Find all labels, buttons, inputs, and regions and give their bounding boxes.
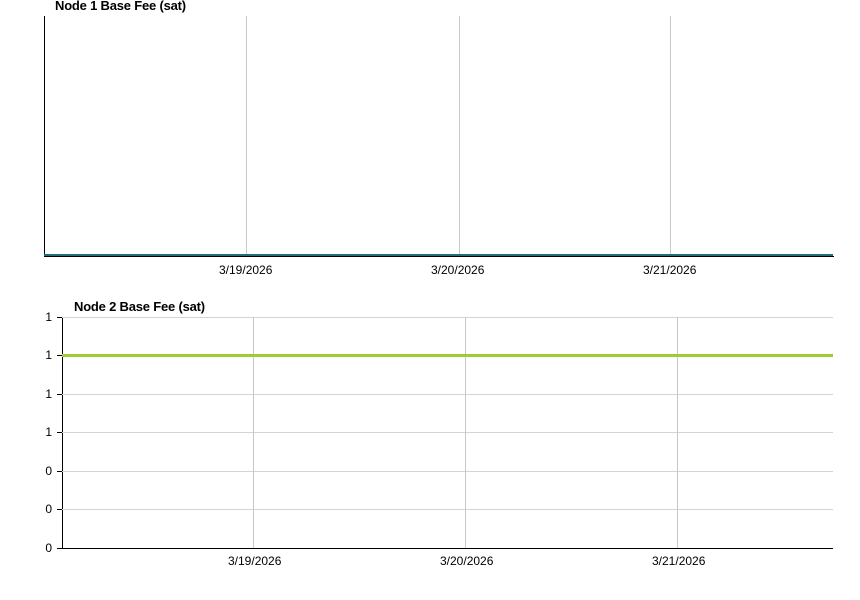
chart-1-series-line	[44, 254, 833, 256]
chart-1-plot-area	[44, 16, 833, 256]
chart-2-ytick-label-2: 1	[45, 387, 52, 401]
chart-node-1-base-fee: Node 1 Base Fee (sat) 3/19/2026 3/20/202…	[0, 0, 860, 290]
chart-2-ytick-label-4: 0	[45, 464, 52, 478]
chart-2-ytick-mark-0	[57, 317, 62, 318]
chart-1-xtick-label-1: 3/20/2026	[431, 263, 485, 277]
chart-2-xtick-label-0: 3/19/2026	[228, 554, 282, 568]
chart-2-xtick-label-1: 3/20/2026	[440, 554, 494, 568]
chart-2-hgridline-3	[62, 432, 833, 433]
chart-1-gridline-1	[246, 16, 247, 256]
chart-2-title: Node 2 Base Fee (sat)	[74, 299, 205, 314]
chart-2-series-line	[62, 354, 833, 357]
chart-1-xtick-label-0: 3/19/2026	[219, 263, 273, 277]
chart-2-gridline-2	[465, 317, 466, 548]
chart-1-gridline-2	[459, 16, 460, 256]
chart-2-hgridline-5	[62, 509, 833, 510]
chart-2-ytick-label-5: 0	[45, 502, 52, 516]
chart-2-ytick-mark-3	[57, 432, 62, 433]
chart-2-hgridline-0	[62, 317, 833, 318]
chart-2-ytick-mark-5	[57, 509, 62, 510]
chart-2-ytick-mark-1	[57, 355, 62, 356]
chart-2-hgridline-4	[62, 471, 833, 472]
chart-2-ytick-label-3: 1	[45, 425, 52, 439]
chart-2-ytick-label-0: 1	[45, 310, 52, 324]
chart-2-xtick-label-2: 3/21/2026	[652, 554, 706, 568]
chart-2-gridline-3	[677, 317, 678, 548]
chart-2-ytick-mark-2	[57, 394, 62, 395]
chart-2-ytick-label-1: 1	[45, 348, 52, 362]
chart-2-ytick-mark-6	[57, 548, 62, 549]
chart-2-ytick-label-6: 0	[45, 541, 52, 555]
chart-2-y-axis	[62, 317, 63, 549]
chart-2-gridline-1	[253, 317, 254, 548]
chart-1-x-axis	[44, 256, 834, 257]
chart-1-xtick-label-2: 3/21/2026	[643, 263, 697, 277]
chart-2-hgridline-2	[62, 394, 833, 395]
chart-2-ytick-mark-4	[57, 471, 62, 472]
chart-node-2-base-fee: Node 2 Base Fee (sat) 1 1 1 1 0 0 0 3/19…	[0, 290, 860, 600]
chart-1-title: Node 1 Base Fee (sat)	[55, 0, 186, 13]
chart-2-x-axis	[62, 548, 833, 549]
chart-2-plot-area	[62, 317, 833, 548]
chart-1-gridline-3	[670, 16, 671, 256]
chart-1-y-axis	[44, 16, 45, 257]
